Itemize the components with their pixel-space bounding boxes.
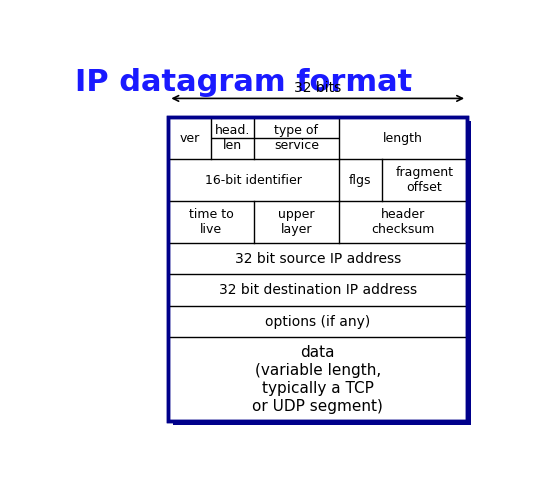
Text: data
(variable length,
typically a TCP
or UDP segment): data (variable length, typically a TCP o… <box>253 344 383 414</box>
Text: length: length <box>383 132 423 145</box>
Text: type of
service: type of service <box>274 124 319 152</box>
Text: IP datagram format: IP datagram format <box>75 68 412 97</box>
Text: header
checksum: header checksum <box>371 208 435 236</box>
Text: upper
layer: upper layer <box>278 208 315 236</box>
Text: 32 bit destination IP address: 32 bit destination IP address <box>219 283 417 297</box>
Text: flgs: flgs <box>349 173 372 187</box>
Text: time to
live: time to live <box>189 208 233 236</box>
Text: 32 bits: 32 bits <box>294 81 341 96</box>
Text: ver: ver <box>180 132 200 145</box>
Bar <box>169 117 467 421</box>
Text: options (if any): options (if any) <box>265 315 370 328</box>
Text: fragment
offset: fragment offset <box>395 166 453 195</box>
Text: 32 bit source IP address: 32 bit source IP address <box>235 252 401 266</box>
Bar <box>173 121 471 425</box>
Text: 16-bit identifier: 16-bit identifier <box>205 173 302 187</box>
Text: head.
len: head. len <box>215 124 250 152</box>
Bar <box>169 117 467 421</box>
